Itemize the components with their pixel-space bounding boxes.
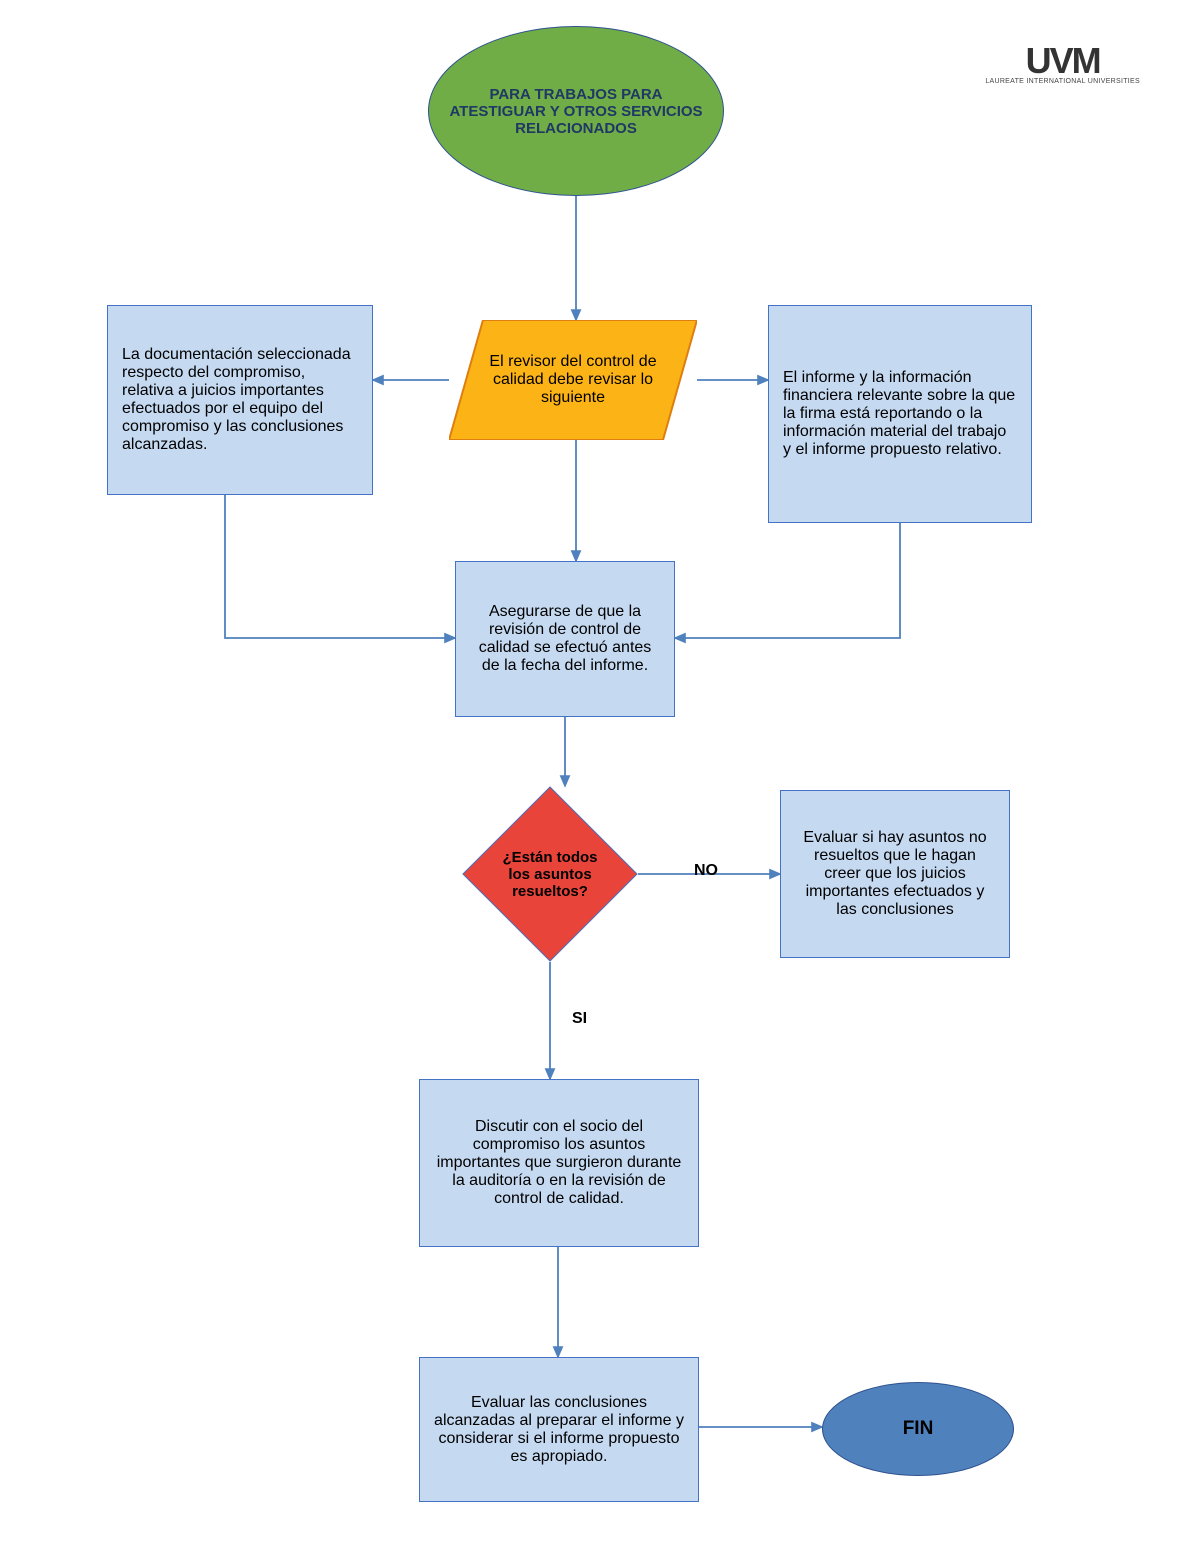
si-label: SI xyxy=(572,1010,587,1028)
left-box: La documentación seleccionada respecto d… xyxy=(107,305,373,495)
ensure-box: Asegurarse de que la revisión de control… xyxy=(455,561,675,717)
decision-node: ¿Están todos los asuntos resueltos? xyxy=(462,786,638,962)
end-text: FIN xyxy=(903,1418,934,1440)
no-label: NO xyxy=(694,862,718,880)
eval-no-text: Evaluar si hay asuntos no resueltos que … xyxy=(795,829,995,919)
process-text: El revisor del control de calidad debe r… xyxy=(449,320,697,440)
discuss-text: Discutir con el socio del compromiso los… xyxy=(434,1118,684,1208)
ensure-box-text: Asegurarse de que la revisión de control… xyxy=(470,603,660,675)
right-box: El informe y la información financiera r… xyxy=(768,305,1032,523)
decision-text: ¿Están todos los asuntos resueltos? xyxy=(462,786,638,962)
left-box-text: La documentación seleccionada respecto d… xyxy=(122,346,358,454)
eval-final-box: Evaluar las conclusiones alcanzadas al p… xyxy=(419,1357,699,1502)
eval-no-box: Evaluar si hay asuntos no resueltos que … xyxy=(780,790,1010,958)
start-text: PARA TRABAJOS PARA ATESTIGUAR Y OTROS SE… xyxy=(443,86,709,137)
logo: UVM LAUREATE INTERNATIONAL UNIVERSITIES xyxy=(985,40,1140,85)
right-box-text: El informe y la información financiera r… xyxy=(783,369,1017,459)
end-node: FIN xyxy=(822,1382,1014,1476)
connectors-layer xyxy=(0,0,1200,1553)
discuss-box: Discutir con el socio del compromiso los… xyxy=(419,1079,699,1247)
process-node: El revisor del control de calidad debe r… xyxy=(449,320,697,440)
start-node: PARA TRABAJOS PARA ATESTIGUAR Y OTROS SE… xyxy=(428,26,724,196)
logo-text: UVM xyxy=(985,40,1140,82)
eval-final-text: Evaluar las conclusiones alcanzadas al p… xyxy=(434,1394,684,1466)
logo-subtitle: LAUREATE INTERNATIONAL UNIVERSITIES xyxy=(985,78,1140,85)
